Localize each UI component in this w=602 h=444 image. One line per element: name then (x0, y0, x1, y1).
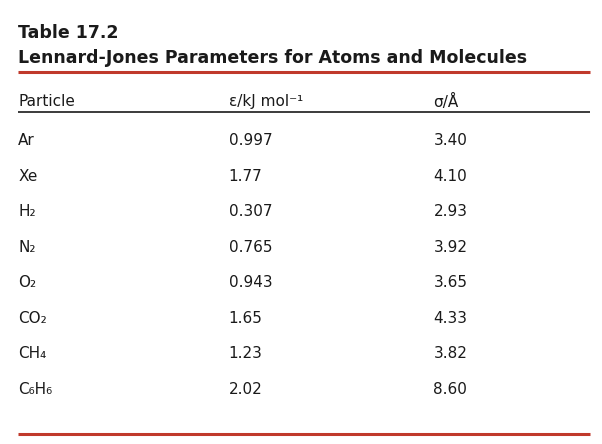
Text: 0.997: 0.997 (229, 133, 272, 148)
Text: CH₄: CH₄ (18, 346, 46, 361)
Text: Ar: Ar (18, 133, 35, 148)
Text: 1.23: 1.23 (229, 346, 262, 361)
Text: Xe: Xe (18, 169, 37, 184)
Text: N₂: N₂ (18, 240, 36, 255)
Text: O₂: O₂ (18, 275, 36, 290)
Text: 2.02: 2.02 (229, 382, 262, 397)
Text: σ/Å: σ/Å (433, 94, 459, 110)
Text: 3.92: 3.92 (433, 240, 467, 255)
Text: 3.65: 3.65 (433, 275, 467, 290)
Text: 2.93: 2.93 (433, 204, 467, 219)
Text: 0.765: 0.765 (229, 240, 272, 255)
Text: 4.33: 4.33 (433, 311, 467, 326)
Text: Lennard-Jones Parameters for Atoms and Molecules: Lennard-Jones Parameters for Atoms and M… (18, 49, 527, 67)
Text: 3.82: 3.82 (433, 346, 467, 361)
Text: 1.65: 1.65 (229, 311, 262, 326)
Text: 4.10: 4.10 (433, 169, 467, 184)
Text: 0.307: 0.307 (229, 204, 272, 219)
Text: Particle: Particle (18, 94, 75, 109)
Text: 3.40: 3.40 (433, 133, 467, 148)
Text: ε/kJ mol⁻¹: ε/kJ mol⁻¹ (229, 94, 303, 109)
Text: Table 17.2: Table 17.2 (18, 24, 119, 43)
Text: 1.77: 1.77 (229, 169, 262, 184)
Text: H₂: H₂ (18, 204, 36, 219)
Text: 0.943: 0.943 (229, 275, 272, 290)
Text: C₆H₆: C₆H₆ (18, 382, 52, 397)
Text: 8.60: 8.60 (433, 382, 467, 397)
Text: CO₂: CO₂ (18, 311, 47, 326)
